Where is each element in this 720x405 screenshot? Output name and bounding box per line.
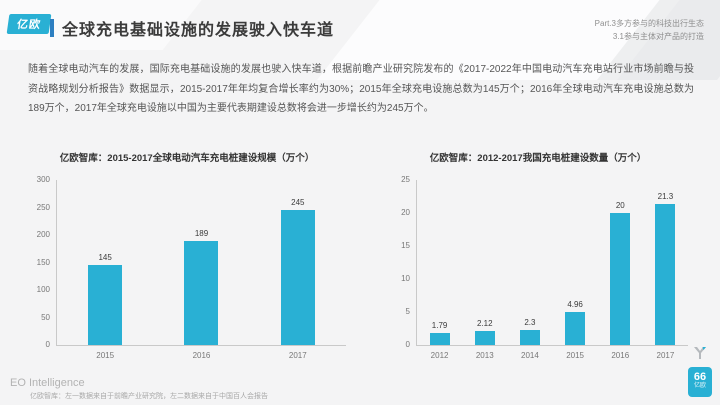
section-label-sub: 3.1参与主体对产品的打造: [612, 31, 704, 41]
y-axis-tick-label: 0: [405, 340, 410, 349]
bar-value-label: 2.12: [476, 319, 493, 329]
chart-plot-area: 0 5 10 15 20 25 1.79 2012 2.12 2013 2.3 2014 4.96 20…: [388, 176, 688, 360]
bar-value-label: 145: [98, 253, 112, 263]
x-axis-category-label: 2015: [566, 351, 584, 360]
page-number: 66: [693, 371, 707, 383]
chart-plot-area: 0 50 100 150 200 250 300 145 2015 189 2016 245 2017: [28, 176, 346, 360]
bar-column: 20 2016: [598, 180, 643, 360]
bar: [655, 204, 676, 345]
bar-column: 1.79 2012: [417, 180, 462, 360]
title-accent-bar: [50, 19, 54, 37]
y-axis-tick-label: 150: [36, 257, 50, 267]
bar-value-label: 4.96: [567, 300, 583, 310]
bar: [429, 333, 450, 345]
x-axis-category-label: 2016: [611, 351, 630, 360]
chart-global-charging-piles: 亿欧智库：2015-2017全球电动汽车充电桩建设规模（万个） 0 50 100 15…: [28, 150, 346, 360]
y-axis: 0 5 10 15 20 25: [388, 176, 416, 349]
y-axis-tick-label: 25: [401, 175, 410, 184]
bar-column: 245 2017: [250, 180, 346, 360]
bar: [280, 210, 315, 345]
bar: [474, 331, 495, 345]
section-breadcrumb: Part.3多方参与的科技出行生态 3.1参与主体对产品的打造: [595, 18, 704, 44]
plot: 145 2015 189 2016 245 2017: [56, 180, 346, 360]
bar-column: 145 2015: [57, 180, 153, 360]
bar: [184, 241, 219, 345]
source-footnote: 亿欧智库：左一数据来自于前瞻产业研究院，左二数据来自于中国百人会报告: [30, 393, 268, 400]
bar-column: 2.3 2014: [507, 180, 552, 360]
section-label-part: Part.3多方参与的科技出行生态: [594, 19, 704, 28]
bar-column: 189 2016: [153, 180, 249, 360]
chart-china-charging-piles: 亿欧智库：2012-2017我国充电桩建设数量（万个） 0 5 10 15 20 25 1…: [388, 150, 688, 360]
page-number-sub: 亿欧: [693, 383, 706, 390]
x-axis-category-label: 2012: [430, 351, 449, 360]
bar-value-label: 1.79: [431, 321, 448, 331]
x-axis-category-label: 2013: [475, 351, 494, 360]
y-axis: 0 50 100 150 200 250 300: [28, 176, 56, 349]
x-axis-category-label: 2017: [288, 351, 307, 360]
bar-value-label: 245: [291, 198, 305, 208]
bar-value-label: 20: [615, 201, 625, 210]
page-number-badge: 66 亿欧: [688, 367, 712, 397]
x-axis-category-label: 2015: [96, 351, 115, 360]
bar: [610, 213, 631, 345]
y-axis-tick-label: 250: [36, 202, 50, 212]
y-axis-tick-label: 15: [401, 241, 410, 250]
y-axis-tick-label: 200: [36, 230, 50, 239]
bar-column: 2.12 2013: [462, 180, 507, 360]
y-axis-tick-label: 0: [45, 340, 50, 349]
chart-title: 亿欧智库：2012-2017我国充电桩建设数量（万个）: [429, 153, 647, 164]
eo-logo-watermark: [694, 347, 706, 359]
plot: 1.79 2012 2.12 2013 2.3 2014 4.96 2015 20 2016 21.…: [416, 180, 688, 360]
bar: [519, 329, 540, 345]
body-paragraph: 随着全球电动汽车的发展，国际充电基础设施的发展也驶入快车道，根据前瞻产业研究院发…: [28, 64, 694, 114]
y-axis-tick-label: 300: [36, 175, 50, 184]
title-block: 全球充电基础设施的发展驶入快车道: [50, 16, 334, 40]
page-title: 全球充电基础设施的发展驶入快车道: [62, 22, 335, 39]
footer-brand: EO Intelligence: [10, 377, 85, 389]
x-axis-category-label: 2014: [521, 351, 539, 360]
bar: [88, 265, 123, 345]
bar-column: 21.3 2017: [643, 180, 688, 360]
x-axis-category-label: 2017: [656, 351, 675, 360]
chart-title: 亿欧智库：2015-2017全球电动汽车充电桩建设规模（万个）: [59, 153, 315, 164]
y-axis-tick-label: 100: [36, 285, 50, 294]
bar-column: 4.96 2015: [553, 180, 598, 360]
y-axis-tick-label: 20: [401, 208, 410, 217]
x-axis-category-label: 2016: [192, 351, 211, 360]
y-axis-tick-label: 5: [405, 307, 410, 316]
charts-row: 亿欧智库：2015-2017全球电动汽车充电桩建设规模（万个） 0 50 100 15…: [28, 150, 688, 360]
bar-value-label: 2.3: [524, 317, 536, 327]
eo-logo: 亿欧: [6, 14, 52, 34]
bar-value-label: 189: [194, 229, 209, 239]
bar: [565, 312, 586, 345]
bar-value-label: 21.3: [657, 192, 674, 202]
y-axis-tick-label: 10: [401, 274, 410, 283]
y-axis-tick-label: 50: [41, 312, 50, 322]
